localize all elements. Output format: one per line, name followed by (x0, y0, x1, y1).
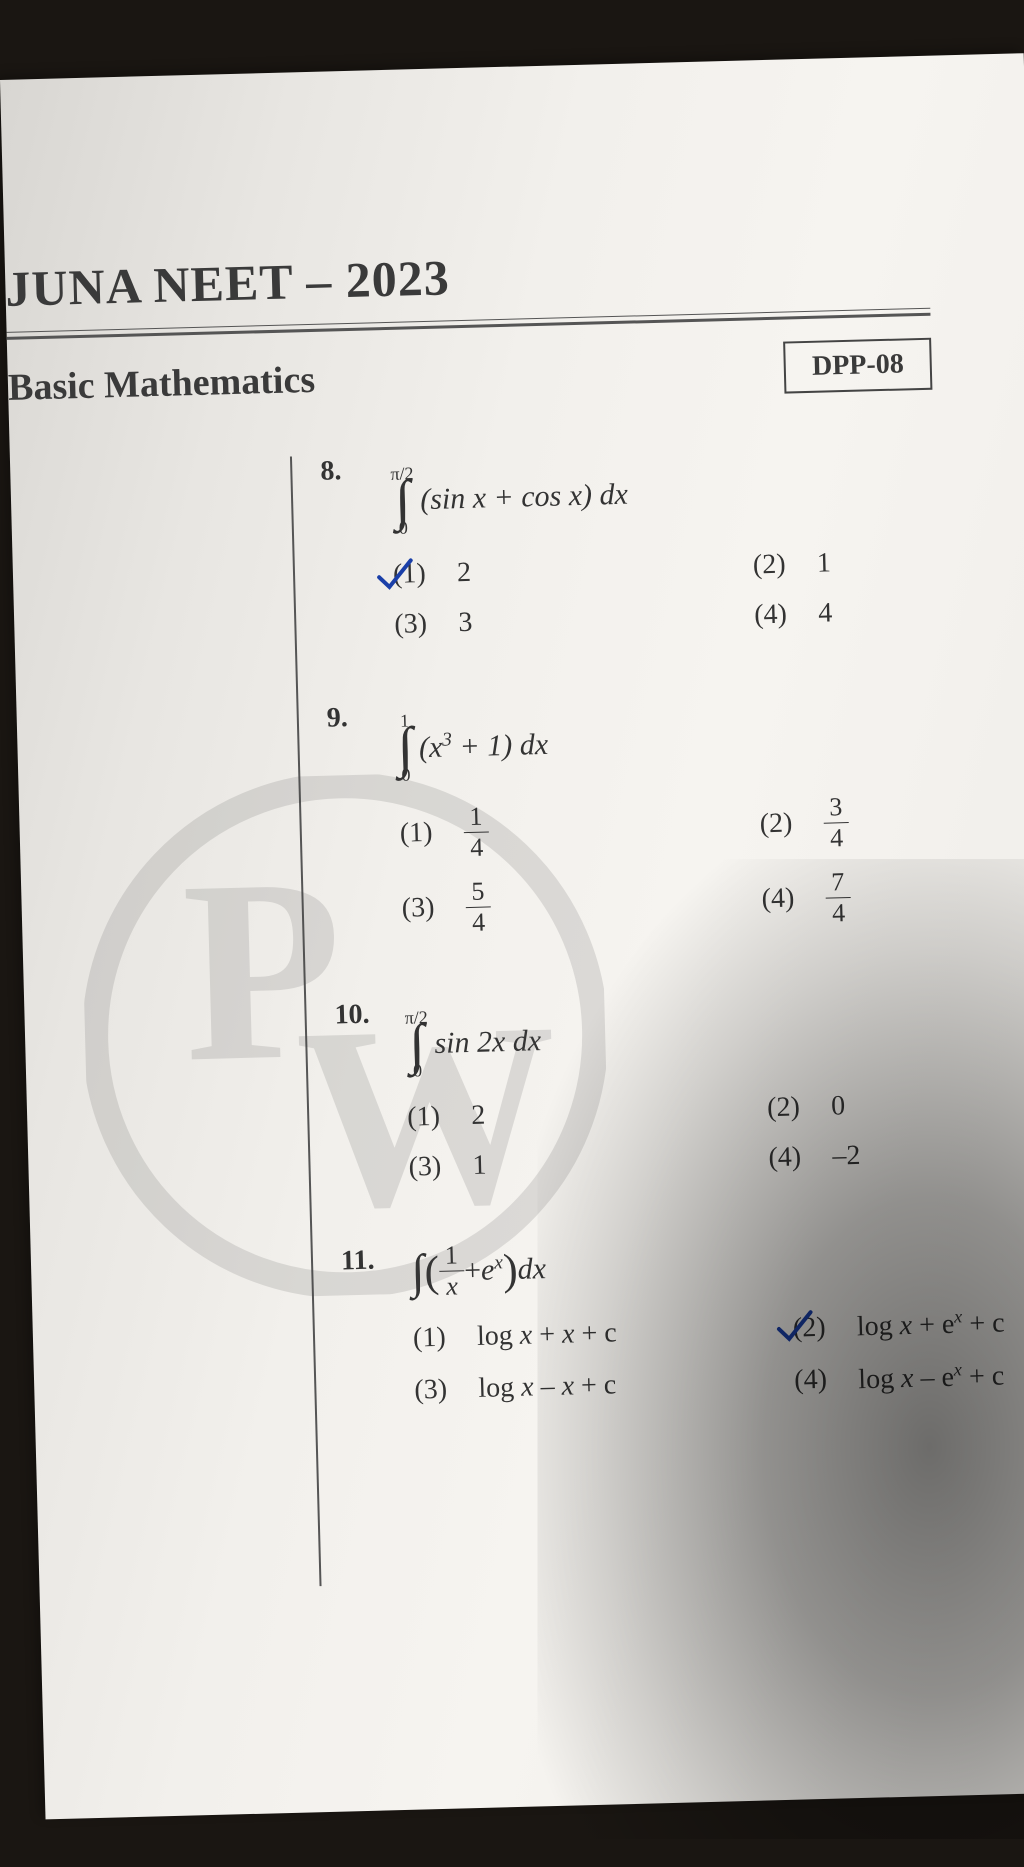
question-number: 9. (326, 701, 367, 734)
option-value: 2 (471, 1100, 486, 1132)
questions-area: P W 8. π/2 ∫ 0 (sin x + cos x) dx (10, 438, 1019, 1417)
option-label: (3) (414, 1373, 459, 1406)
option-1: (1) 2 (393, 551, 694, 591)
question-10: 10. π/2 ∫ 0 sin 2x dx (1) 2 (314, 982, 1013, 1187)
option-label: (2) (793, 1311, 838, 1344)
option-label: (3) (401, 892, 446, 925)
option-4: (4) 74 (761, 863, 1024, 928)
option-value: 0 (831, 1091, 846, 1123)
option-1: (1) log x + x + c (413, 1313, 734, 1356)
question-number: 8. (320, 455, 361, 488)
option-3: (3) log x – x + c (414, 1365, 735, 1408)
integral-lower-limit: 0 (399, 517, 409, 538)
option-label: (4) (768, 1141, 813, 1174)
integrand: (sin x + cos x) dx (420, 478, 628, 517)
option-2: (2) log x + ex + c (792, 1303, 1024, 1346)
question-11: 11. ∫ ( 1 x + ex ) dx (321, 1228, 1019, 1410)
option-fraction: 74 (825, 869, 851, 927)
option-value: 1 (817, 547, 832, 579)
option-2: (2) 1 (753, 541, 1024, 581)
question-number: 10. (334, 998, 375, 1031)
options-grid: (1) 2 (2) 0 (3) 1 (4) –2 (407, 1086, 1013, 1184)
option-2: (2) 34 (759, 788, 1024, 853)
question-body: ∫ ( 1 x + ex ) dx (411, 1241, 547, 1302)
options-grid: (1) 14 (2) 34 (3) 54 (4) 74 (399, 790, 1006, 938)
integrand-fraction: 1 x (438, 1243, 464, 1301)
option-fraction: 14 (463, 803, 489, 861)
options-grid: (1) 2 (2) 1 (3) 3 (4) 4 (393, 543, 999, 641)
option-4: (4) log x – ex + c (794, 1355, 1024, 1398)
option-label: (3) (394, 608, 439, 641)
option-fraction: 54 (465, 878, 491, 936)
option-1: (1) 2 (407, 1094, 708, 1134)
option-value: log x – x + c (478, 1369, 617, 1405)
option-label: (3) (408, 1151, 453, 1184)
integrand: (x3 + 1) dx (419, 727, 549, 765)
integrand: sin 2x dx (434, 1024, 541, 1061)
option-label: (4) (761, 882, 806, 915)
option-label: (1) (407, 1101, 452, 1134)
integral-sign-icon: ∫ (411, 1253, 425, 1292)
options-grid: (1) log x + x + c (2) log x + ex + c (3)… (413, 1305, 1019, 1407)
question-body: 1 ∫ 0 (x3 + 1) dx (396, 697, 549, 786)
exam-title: JUNA NEET – 2023 (5, 236, 930, 318)
option-value: 4 (818, 597, 833, 629)
integrand-term: ex (481, 1253, 504, 1289)
subject-row: Basic Mathematics DPP-08 (7, 338, 932, 424)
option-label: (1) (393, 558, 438, 591)
option-label: (2) (753, 548, 798, 581)
option-1: (1) 14 (399, 798, 700, 863)
option-3: (3) 3 (394, 601, 695, 641)
question-9: 9. 1 ∫ 0 (x3 + 1) dx (1) 14 (306, 685, 1006, 940)
title-rule: JUNA NEET – 2023 (5, 236, 931, 340)
option-label: (2) (759, 807, 804, 840)
option-3: (3) 54 (401, 873, 702, 938)
question-8: 8. π/2 ∫ 0 (sin x + cos x) dx (1) (300, 438, 999, 643)
subject-title: Basic Mathematics (7, 358, 315, 410)
option-label: (1) (413, 1321, 458, 1354)
option-4: (4) –2 (768, 1135, 1024, 1175)
option-value: 3 (458, 607, 473, 639)
integrand-dx: dx (517, 1252, 546, 1287)
paper-sheet: JUNA NEET – 2023 Basic Mathematics DPP-0… (0, 53, 1024, 1819)
question-number: 11. (341, 1245, 382, 1278)
option-value: 2 (457, 557, 472, 589)
option-value: log x + ex + c (856, 1306, 1005, 1344)
dpp-badge: DPP-08 (783, 338, 932, 394)
option-value: log x + x + c (477, 1317, 617, 1353)
integral-lower-limit: 0 (401, 764, 411, 785)
option-2: (2) 0 (767, 1085, 1024, 1125)
option-label: (4) (794, 1363, 839, 1396)
option-3: (3) 1 (408, 1144, 709, 1184)
option-label: (4) (754, 598, 799, 631)
option-value: log x – ex + c (858, 1358, 1005, 1396)
option-label: (1) (399, 817, 444, 850)
option-fraction: 34 (823, 794, 849, 852)
option-label: (2) (767, 1092, 812, 1125)
option-value: 1 (472, 1150, 487, 1182)
question-body: π/2 ∫ 0 (sin x + cos x) dx (390, 448, 629, 539)
question-body: π/2 ∫ 0 sin 2x dx (404, 994, 542, 1082)
option-value: –2 (832, 1140, 861, 1173)
option-4: (4) 4 (754, 591, 1024, 631)
integral-lower-limit: 0 (413, 1061, 423, 1082)
